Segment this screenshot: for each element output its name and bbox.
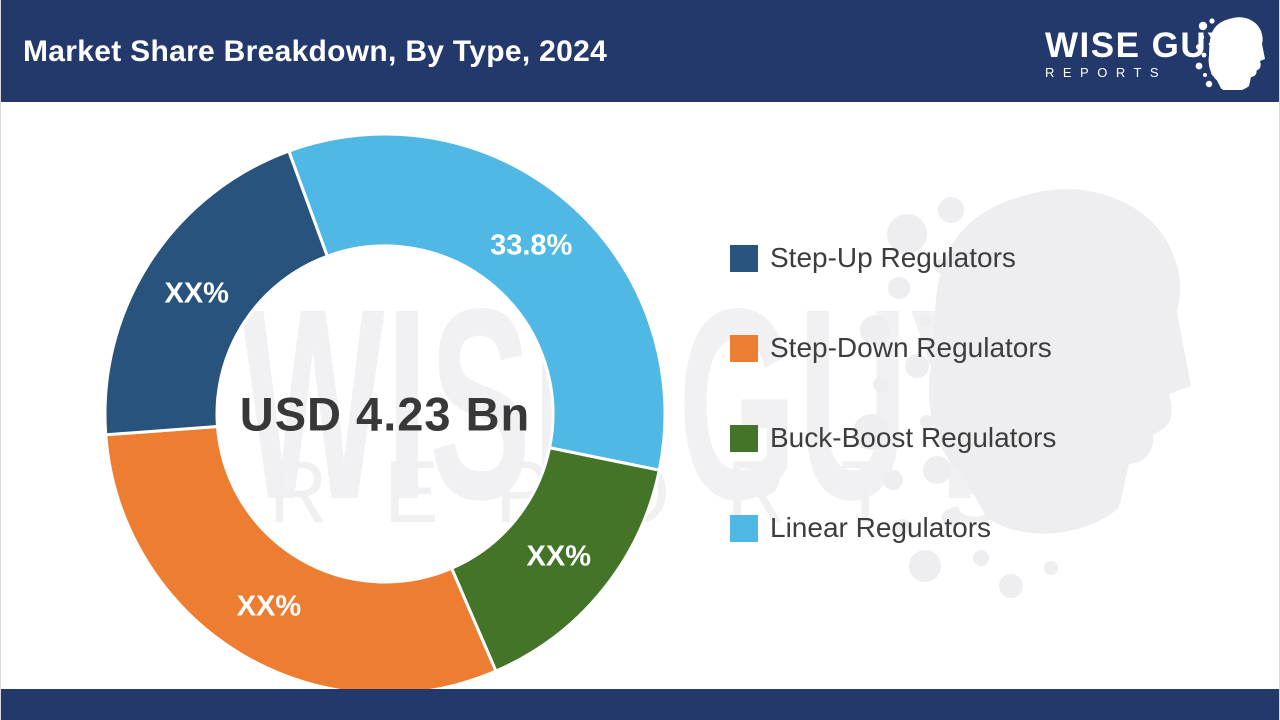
legend-item-step-up: Step-Up Regulators: [730, 243, 1056, 273]
donut-segment-step-down-regulators: [104, 424, 498, 696]
slice-label-step-down-regulators: XX%: [237, 591, 302, 623]
header-bar: Market Share Breakdown, By Type, 2024 WI…: [1, 0, 1279, 102]
brand-logo-face-icon: [1195, 17, 1265, 90]
chart-legend: Step-Up Regulators Step-Down Regulators …: [730, 243, 1056, 603]
donut-segment-step-up-regulators: [103, 149, 330, 437]
page-title: Market Share Breakdown, By Type, 2024: [23, 35, 608, 68]
legend-label-step-down: Step-Down Regulators: [770, 332, 1052, 363]
chart-center-value: USD 4.23 Bn: [239, 387, 531, 441]
legend-label-step-up: Step-Up Regulators: [770, 242, 1016, 273]
legend-item-buck-boost: Buck-Boost Regulators: [730, 423, 1056, 453]
legend-swatch-step-up: [730, 244, 758, 272]
brand-logo-subtitle: REPORTS: [1045, 65, 1168, 80]
legend-swatch-buck-boost: [730, 424, 758, 452]
legend-swatch-linear: [730, 514, 758, 542]
legend-item-linear: Linear Regulators: [730, 513, 1056, 543]
slice-label-linear-regulators: 33.8%: [490, 229, 572, 261]
donut-segment-buck-boost-regulators: [449, 445, 662, 674]
legend-label-buck-boost: Buck-Boost Regulators: [770, 422, 1057, 453]
legend-swatch-step-down: [730, 334, 758, 362]
footer-bar: [1, 689, 1279, 720]
donut-segment-linear-regulators: [286, 132, 667, 472]
slice-label-step-up-regulators: XX%: [165, 278, 230, 310]
watermark-face-graphic: [853, 189, 1191, 598]
legend-item-step-down: Step-Down Regulators: [730, 333, 1056, 363]
brand-logo: WISE GUY REPORTS: [1013, 12, 1265, 92]
legend-label-linear: Linear Regulators: [770, 512, 992, 543]
slice-label-buck-boost-regulators: XX%: [527, 540, 592, 572]
